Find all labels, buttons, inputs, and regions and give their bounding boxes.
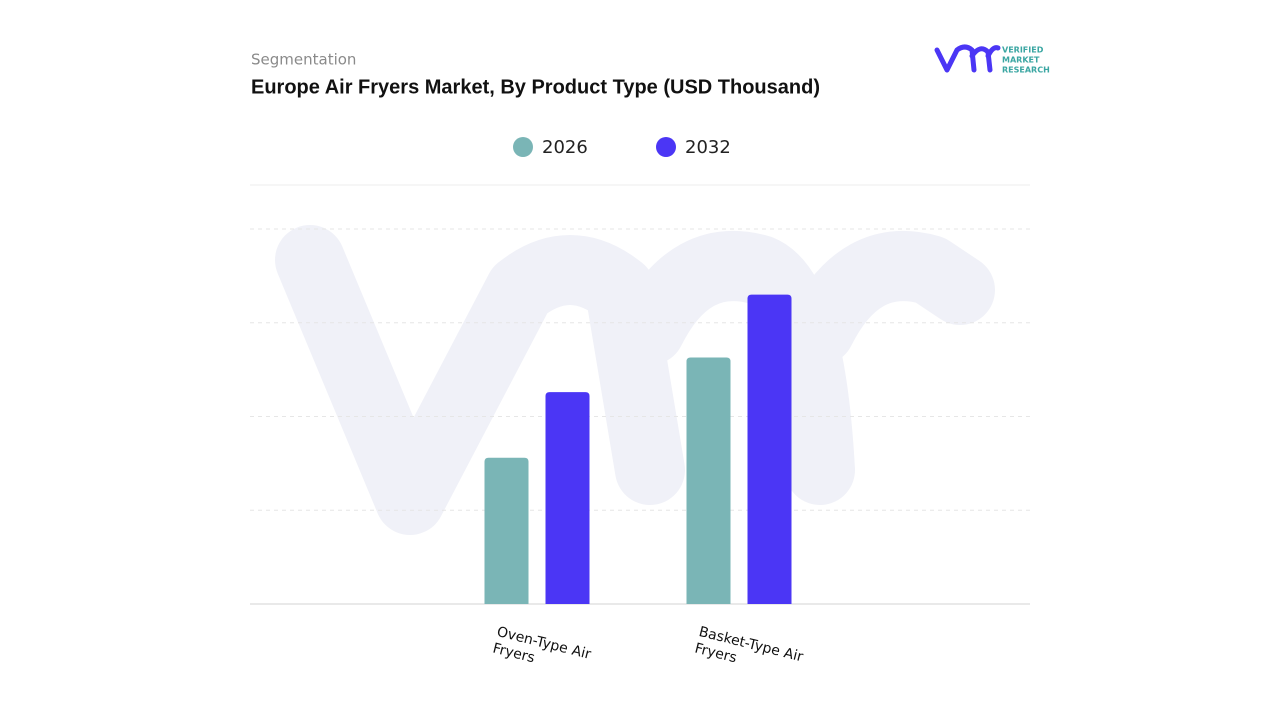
- bar: [545, 392, 590, 604]
- legend-label: 2026: [542, 137, 588, 158]
- logo-line: MARKET: [1002, 56, 1040, 65]
- logo-line: VERIFIED: [1002, 46, 1044, 55]
- bar: [747, 294, 792, 604]
- chart-title: Europe Air Fryers Market, By Product Typ…: [251, 76, 820, 98]
- legend-label: 2032: [685, 137, 731, 158]
- legend-marker: [513, 137, 533, 157]
- subtitle: Segmentation: [251, 51, 356, 69]
- watermark: [275, 225, 995, 535]
- logo: VERIFIED MARKET RESEARCH: [934, 44, 1050, 75]
- bar: [484, 457, 529, 604]
- logo-line: RESEARCH: [1002, 66, 1050, 75]
- bar: [686, 357, 731, 604]
- legend-marker: [656, 137, 676, 157]
